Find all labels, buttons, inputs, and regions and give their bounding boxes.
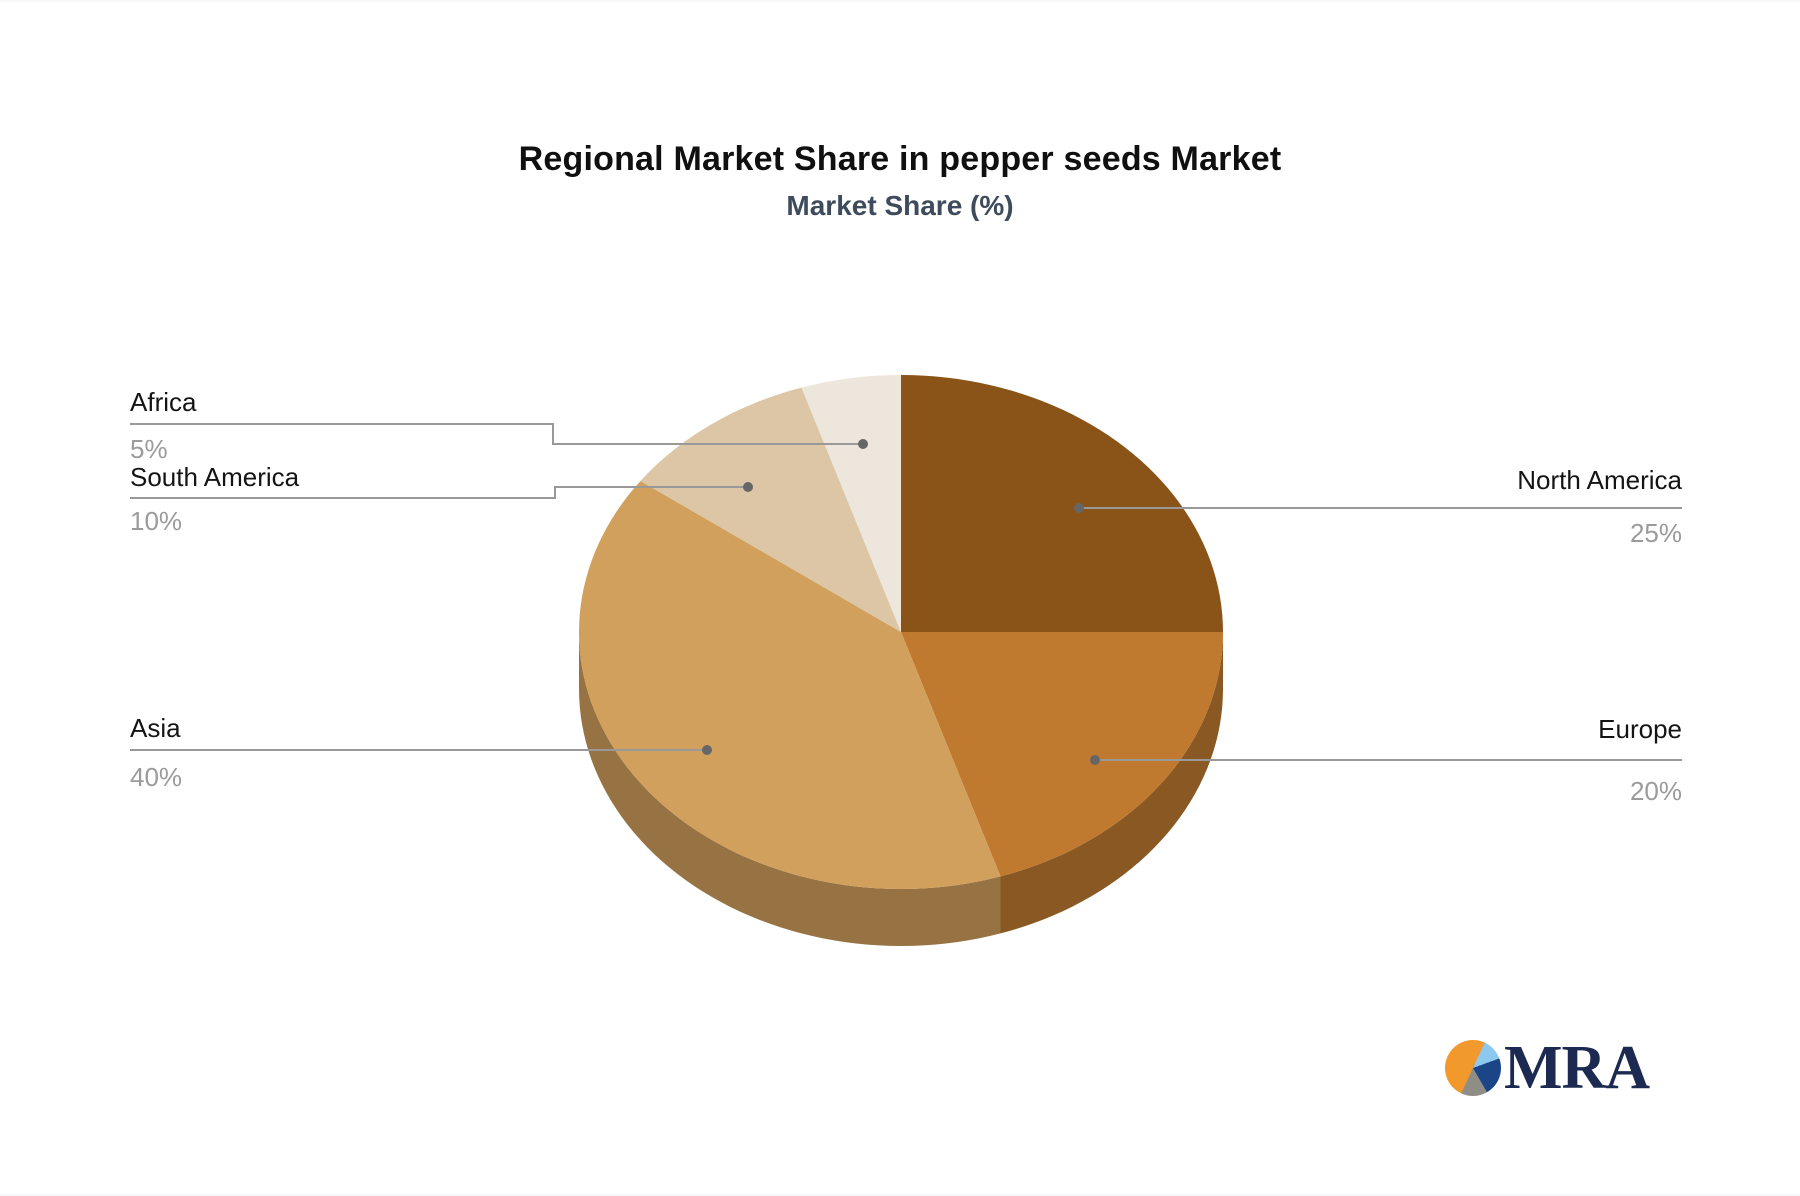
mra-logo-text: MRA (1504, 1034, 1650, 1102)
leader-dot-asia (702, 745, 712, 755)
leader-dot-europe (1090, 755, 1100, 765)
slice-label-name: Asia (130, 713, 181, 743)
slice-label-percent: 40% (130, 761, 183, 792)
pie-slice-side (1000, 632, 1223, 934)
mra-logo: MRA (1445, 1034, 1650, 1102)
slice-label-africa: Africa 5% (130, 387, 197, 465)
slice-label-south-america: South America 10% (130, 462, 300, 537)
leader-line-south-america (130, 486, 748, 499)
slice-label-percent: 5% (130, 433, 168, 464)
chart-title: Regional Market Share in pepper seeds Ma… (518, 140, 1282, 178)
slice-label-europe: Europe 20% (1598, 714, 1682, 807)
pie-slice-north-america[interactable] (901, 375, 1223, 632)
slice-label-percent: 10% (130, 505, 183, 536)
slice-label-percent: 20% (1629, 775, 1682, 806)
leader-dot-north-america (1074, 503, 1084, 513)
pie-slice-europe[interactable] (901, 632, 1223, 877)
slice-label-name: South America (130, 462, 300, 492)
pie-slice-south-america[interactable] (640, 387, 902, 632)
top-edge-divider (0, 0, 1800, 2)
chart-subtitle: Market Share (%) (786, 190, 1014, 221)
mra-logo-pie-icon (1445, 1040, 1501, 1096)
slice-label-north-america: North America 25% (1517, 465, 1682, 549)
slice-label-name: North America (1517, 465, 1682, 495)
pie-slice-africa[interactable] (801, 375, 902, 632)
slice-label-asia: Asia 40% (130, 713, 183, 793)
slice-label-percent: 25% (1629, 517, 1682, 548)
bottom-edge-divider (0, 1194, 1800, 1196)
slice-label-name: Europe (1598, 714, 1682, 744)
leader-line-africa (130, 423, 863, 445)
leader-dot-south-america (743, 482, 753, 492)
leader-dot-africa (858, 439, 868, 449)
pie-slice-asia[interactable] (579, 480, 1001, 889)
slice-label-name: Africa (130, 387, 197, 417)
pie-slice-side (579, 632, 1001, 946)
